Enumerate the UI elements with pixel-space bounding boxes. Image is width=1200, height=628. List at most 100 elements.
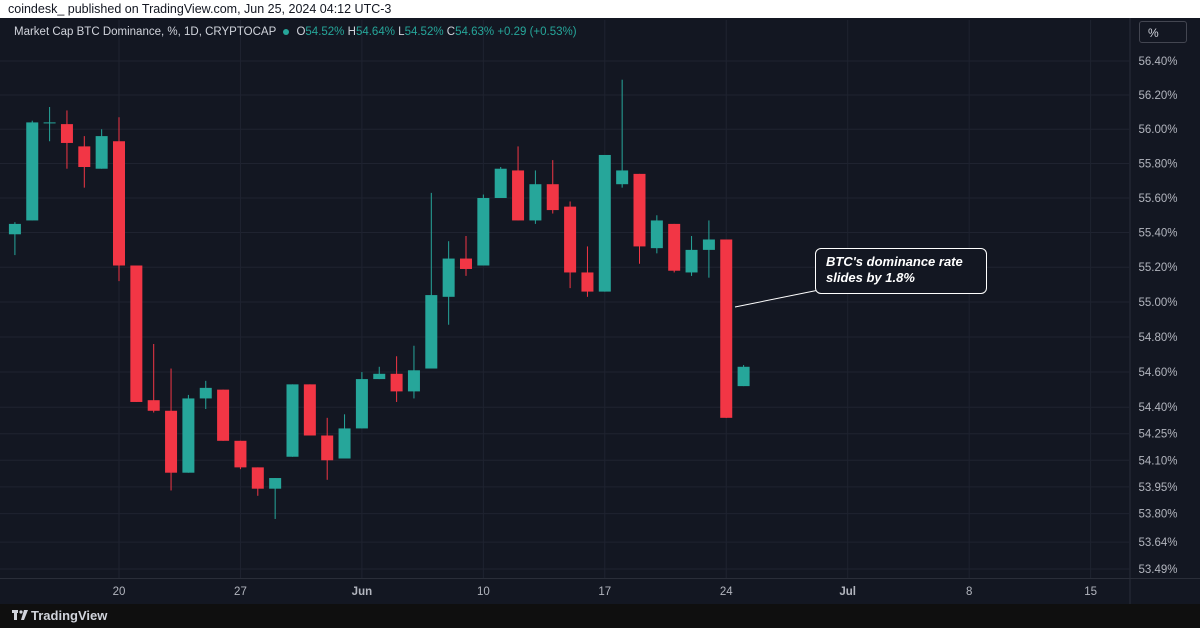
candle bbox=[78, 136, 90, 188]
candle bbox=[408, 346, 420, 399]
candle bbox=[287, 384, 299, 456]
candles bbox=[9, 80, 750, 519]
y-tick-label: 54.80% bbox=[1138, 332, 1177, 344]
candle-body bbox=[599, 155, 611, 292]
candle-body bbox=[304, 384, 316, 435]
chart-legend: Market Cap BTC Dominance, %, 1D, CRYPTOC… bbox=[14, 26, 577, 38]
candle bbox=[634, 174, 646, 264]
candle bbox=[26, 121, 38, 221]
candle-body bbox=[686, 250, 698, 273]
x-tick-label: Jul bbox=[839, 586, 856, 598]
candle bbox=[686, 236, 698, 276]
candle bbox=[547, 160, 559, 213]
y-tick-label: 55.40% bbox=[1138, 228, 1177, 240]
candle bbox=[182, 395, 194, 473]
candle-body bbox=[495, 169, 507, 198]
candle bbox=[443, 241, 455, 325]
symbol-status-dot bbox=[283, 29, 289, 35]
candle bbox=[391, 356, 403, 402]
candle bbox=[304, 384, 316, 435]
grid-lines bbox=[0, 18, 1200, 604]
candle-body bbox=[512, 170, 524, 220]
candle-body bbox=[408, 370, 420, 391]
candle-body bbox=[634, 174, 646, 247]
time-axis[interactable]: 20 27 Jun 10 17 24 Jul 8 15 bbox=[113, 586, 1097, 598]
candle-body bbox=[269, 478, 281, 489]
y-tick-label: 53.64% bbox=[1138, 537, 1177, 549]
candle bbox=[96, 129, 108, 168]
candle bbox=[512, 146, 524, 220]
candle bbox=[425, 193, 437, 369]
candle-body bbox=[234, 441, 246, 468]
candle-body bbox=[44, 122, 56, 123]
annotation-text: BTC's dominance rate slides by 1.8% bbox=[826, 254, 976, 286]
candle-body bbox=[182, 398, 194, 472]
candle bbox=[460, 236, 472, 276]
annotation-pointer bbox=[735, 290, 819, 307]
candle-body bbox=[616, 170, 628, 184]
candle bbox=[61, 110, 73, 168]
candle-body bbox=[148, 400, 160, 411]
x-tick-label: 24 bbox=[720, 586, 733, 598]
chart-canvas[interactable]: 56.40% 56.20% 56.00% 55.80% 55.60% 55.40% 55.2… bbox=[0, 0, 1200, 604]
candle-body bbox=[391, 374, 403, 392]
candle-body bbox=[547, 184, 559, 210]
candle-body bbox=[703, 239, 715, 249]
candle bbox=[581, 246, 593, 296]
candle bbox=[339, 414, 351, 458]
x-tick-label: 8 bbox=[966, 586, 972, 598]
candle-body bbox=[96, 136, 108, 169]
candle-body bbox=[581, 272, 593, 291]
change-value: +0.29 (+0.53%) bbox=[497, 26, 576, 38]
candle-body bbox=[443, 259, 455, 297]
high-value: 54.64% bbox=[356, 26, 395, 38]
candle-body bbox=[477, 198, 489, 266]
candle bbox=[668, 224, 680, 273]
candle-body bbox=[130, 266, 142, 402]
candle bbox=[616, 80, 628, 188]
candle bbox=[373, 367, 385, 379]
y-tick-label: 56.20% bbox=[1138, 90, 1177, 102]
y-tick-label: 54.10% bbox=[1138, 455, 1177, 467]
y-tick-label: 55.00% bbox=[1138, 297, 1177, 309]
y-tick-label: 56.00% bbox=[1138, 124, 1177, 136]
candle-body bbox=[200, 388, 212, 399]
candle-body bbox=[339, 428, 351, 458]
y-tick-label: 55.20% bbox=[1138, 262, 1177, 274]
y-tick-label: 53.80% bbox=[1138, 509, 1177, 521]
footer-brand: TradingView bbox=[31, 608, 107, 623]
low-value: 54.52% bbox=[405, 26, 444, 38]
candle bbox=[321, 418, 333, 480]
candle-body bbox=[651, 220, 663, 248]
candle-body bbox=[373, 374, 385, 379]
candle bbox=[44, 107, 56, 141]
candle bbox=[113, 117, 125, 281]
close-value: 54.63% bbox=[455, 26, 494, 38]
candle-body bbox=[356, 379, 368, 428]
y-tick-label: 53.95% bbox=[1138, 482, 1177, 494]
y-tick-label: 56.40% bbox=[1138, 56, 1177, 68]
y-tick-label: 55.60% bbox=[1138, 193, 1177, 205]
x-tick-label: 15 bbox=[1084, 586, 1097, 598]
symbol-name: Market Cap BTC Dominance, %, 1D, CRYPTOC… bbox=[14, 26, 276, 38]
candle-body bbox=[564, 207, 576, 273]
candle bbox=[738, 365, 750, 386]
candle bbox=[703, 220, 715, 277]
candle-body bbox=[113, 141, 125, 265]
candle bbox=[269, 478, 281, 519]
x-tick-label: 27 bbox=[234, 586, 247, 598]
open-value: 54.52% bbox=[305, 26, 344, 38]
y-tick-label: 54.40% bbox=[1138, 402, 1177, 414]
candle-body bbox=[321, 435, 333, 460]
candle-body bbox=[252, 467, 264, 488]
y-tick-label: 54.25% bbox=[1138, 429, 1177, 441]
x-tick-label: Jun bbox=[352, 586, 372, 598]
candle bbox=[9, 222, 21, 255]
candle bbox=[477, 195, 489, 266]
candle bbox=[217, 390, 229, 441]
candle bbox=[651, 215, 663, 253]
candle bbox=[252, 467, 264, 495]
percent-scale-button[interactable]: % bbox=[1139, 21, 1187, 43]
candle-body bbox=[26, 122, 38, 220]
price-axis[interactable]: 56.40% 56.20% 56.00% 55.80% 55.60% 55.40% 55.2… bbox=[1138, 56, 1177, 576]
